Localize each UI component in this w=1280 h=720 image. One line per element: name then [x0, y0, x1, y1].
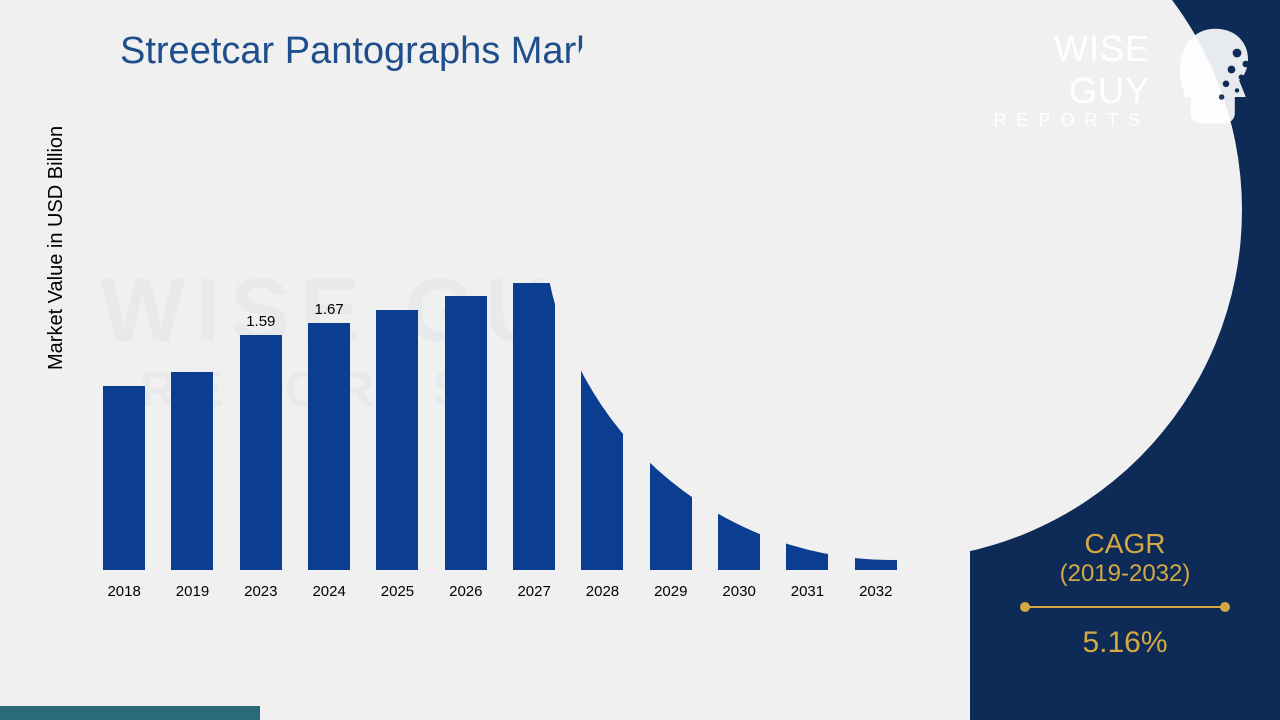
x-axis-tick-label: 2018 [94, 583, 154, 600]
x-axis-tick-label: 2029 [641, 583, 701, 600]
x-axis-tick-label: 2032 [846, 583, 906, 600]
x-axis-tick-label: 2024 [299, 583, 359, 600]
cagr-value: 5.16% [1000, 626, 1250, 660]
bar [240, 335, 282, 570]
bar [171, 372, 213, 570]
bar-wrapper [94, 364, 154, 570]
logo-main-text: WISE GUY [970, 28, 1150, 112]
cagr-title: CAGR [1000, 528, 1250, 560]
bar-value-label: 1.67 [315, 301, 344, 319]
bar [308, 323, 350, 570]
x-axis-tick-label: 2019 [162, 583, 222, 600]
bar-wrapper [436, 274, 496, 570]
bar-value-label: 1.59 [246, 313, 275, 331]
cagr-range: (2019-2032) [1000, 560, 1250, 588]
cagr-divider [1025, 606, 1225, 608]
bar-wrapper: 1.67 [299, 301, 359, 570]
x-axis-tick-label: 2031 [777, 583, 837, 600]
logo-sub-text: REPORTS [970, 110, 1150, 131]
bar-wrapper [162, 350, 222, 570]
x-axis-tick-label: 2028 [572, 583, 632, 600]
x-axis-tick-label: 2030 [709, 583, 769, 600]
brand-logo: WISE GUY REPORTS [970, 28, 1150, 131]
bar [376, 310, 418, 570]
x-axis-tick-label: 2026 [436, 583, 496, 600]
cagr-box: CAGR (2019-2032) 5.16% [1000, 528, 1250, 660]
x-axis-tick-label: 2025 [367, 583, 427, 600]
y-axis-label: Market Value in USD Billion [45, 126, 68, 370]
x-axis-tick-label: 2023 [231, 583, 291, 600]
bar-wrapper [367, 288, 427, 570]
x-axis-labels: 2018 2019 2023 2024 2025 2026 2027 2028 2029 2030… [90, 583, 910, 600]
bar [513, 283, 555, 570]
bar [103, 386, 145, 570]
logo-head-icon [1160, 20, 1270, 130]
chart-title: Streetcar Pantographs Market [120, 30, 627, 73]
bar-wrapper: 1.59 [231, 313, 291, 570]
right-panel: WISE GUY REPORTS WISE GUY REPORTS CAGR (… [970, 0, 1280, 720]
bar [445, 296, 487, 570]
bottom-strip [0, 706, 260, 720]
x-axis-tick-label: 2027 [504, 583, 564, 600]
